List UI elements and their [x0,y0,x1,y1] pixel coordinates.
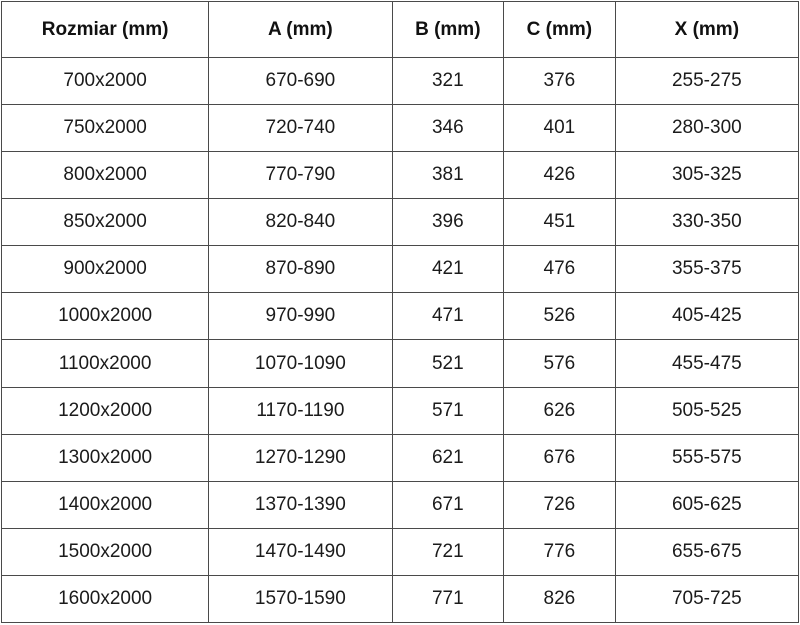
column-header-c: C (mm) [503,1,616,58]
table-cell: 555-575 [614,433,800,482]
table-cell: 426 [503,151,616,200]
table-cell: 771 [391,574,505,624]
table-cell: 401 [503,104,616,153]
table-row: 1000x2000 970-990 471 526 405-425 [0,292,800,341]
table-row: 750x2000 720-740 346 401 280-300 [0,104,800,153]
table-cell: 451 [503,198,616,247]
table-cell: 255-275 [614,56,800,106]
table-cell: 970-990 [208,292,393,341]
table-row: 1500x2000 1470-1490 721 776 655-675 [0,527,800,576]
table-cell: 355-375 [614,245,800,294]
table-cell: 750x2000 [0,104,210,153]
table-cell: 421 [391,245,505,294]
table-cell: 726 [503,480,616,529]
table-cell: 900x2000 [0,245,210,294]
table-row: 900x2000 870-890 421 476 355-375 [0,245,800,294]
table-row: 1200x2000 1170-1190 571 626 505-525 [0,386,800,435]
table-row: 800x2000 770-790 381 426 305-325 [0,151,800,200]
table-cell: 1100x2000 [0,339,210,388]
table-cell: 1600x2000 [0,574,210,624]
table-cell: 476 [503,245,616,294]
table-cell: 280-300 [614,104,800,153]
table-cell: 1000x2000 [0,292,210,341]
table-cell: 621 [391,433,505,482]
table-row: 1600x2000 1570-1590 771 826 705-725 [0,574,800,624]
table-cell: 655-675 [614,527,800,576]
table-cell: 776 [503,527,616,576]
table-cell: 820-840 [208,198,393,247]
table-cell: 700x2000 [0,56,210,106]
table-cell: 770-790 [208,151,393,200]
table-cell: 1200x2000 [0,386,210,435]
table-cell: 396 [391,198,505,247]
table-cell: 1470-1490 [208,527,393,576]
table-cell: 1170-1190 [208,386,393,435]
table-cell: 526 [503,292,616,341]
table-cell: 605-625 [614,480,800,529]
table-cell: 576 [503,339,616,388]
table-row: 1300x2000 1270-1290 621 676 555-575 [0,433,800,482]
table-cell: 321 [391,56,505,106]
table-cell: 305-325 [614,151,800,200]
table-cell: 705-725 [614,574,800,624]
table-cell: 521 [391,339,505,388]
table-cell: 850x2000 [0,198,210,247]
table-body: 700x2000 670-690 321 376 255-275 750x2000 720-… [0,56,800,624]
table-cell: 1500x2000 [0,527,210,576]
table-row: 1100x2000 1070-1090 521 576 455-475 [0,339,800,388]
table-cell: 676 [503,433,616,482]
table-cell: 1570-1590 [208,574,393,624]
table-cell: 671 [391,480,505,529]
table-cell: 870-890 [208,245,393,294]
table-cell: 405-425 [614,292,800,341]
table-cell: 721 [391,527,505,576]
table-cell: 376 [503,56,616,106]
table-cell: 330-350 [614,198,800,247]
column-header-b: B (mm) [391,1,505,58]
table-cell: 626 [503,386,616,435]
table-cell: 800x2000 [0,151,210,200]
table-cell: 1300x2000 [0,433,210,482]
table-cell: 455-475 [614,339,800,388]
table-cell: 1400x2000 [0,480,210,529]
column-header-rozmiar: Rozmiar (mm) [0,1,210,58]
table-cell: 826 [503,574,616,624]
table-cell: 1070-1090 [208,339,393,388]
table-cell: 346 [391,104,505,153]
header-row: Rozmiar (mm) A (mm) B (mm) C (mm) X (mm) [0,1,800,58]
table-cell: 571 [391,386,505,435]
table-cell: 505-525 [614,386,800,435]
table-cell: 1370-1390 [208,480,393,529]
table-row: 850x2000 820-840 396 451 330-350 [0,198,800,247]
table-row: 700x2000 670-690 321 376 255-275 [0,56,800,106]
table-cell: 1270-1290 [208,433,393,482]
table-cell: 471 [391,292,505,341]
table-header: Rozmiar (mm) A (mm) B (mm) C (mm) X (mm) [0,1,800,58]
table-cell: 381 [391,151,505,200]
column-header-x: X (mm) [614,1,800,58]
table-cell: 670-690 [208,56,393,106]
table-row: 1400x2000 1370-1390 671 726 605-625 [0,480,800,529]
column-header-a: A (mm) [208,1,393,58]
table-cell: 720-740 [208,104,393,153]
